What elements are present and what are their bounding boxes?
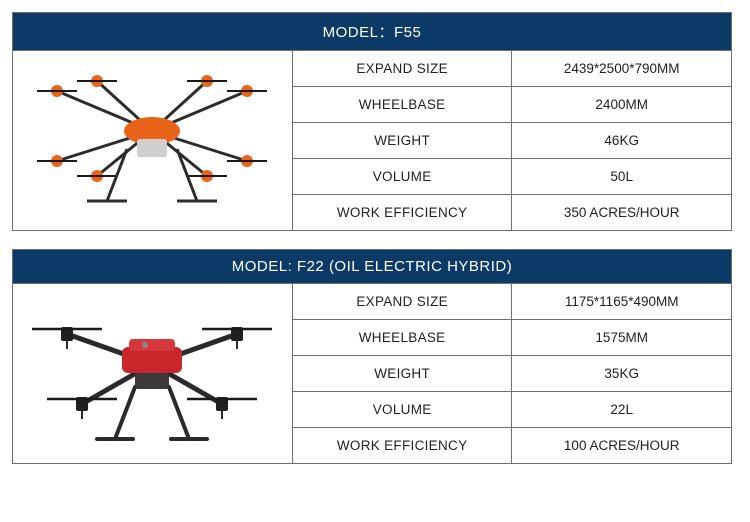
- spec-label: WEIGHT: [292, 123, 512, 159]
- model-header: MODEL：F55: [13, 13, 732, 51]
- spec-label: EXPAND SIZE: [292, 51, 512, 87]
- spec-label: WHEELBASE: [292, 320, 512, 356]
- spec-table-f22: MODEL: F22 (OIL ELECTRIC HYBRID): [12, 249, 732, 464]
- spec-value: 1575MM: [512, 320, 732, 356]
- spec-value: 350 ACRES/HOUR: [512, 195, 732, 231]
- spec-label: VOLUME: [292, 159, 512, 195]
- spec-value: 46KG: [512, 123, 732, 159]
- spec-value: 50L: [512, 159, 732, 195]
- spec-label: WHEELBASE: [292, 87, 512, 123]
- spec-label: WORK EFFICIENCY: [292, 428, 512, 464]
- spec-value: 2439*2500*790MM: [512, 51, 732, 87]
- table-row: EXPAND SIZE 2439*2500*790MM: [13, 51, 732, 87]
- spec-label: WORK EFFICIENCY: [292, 195, 512, 231]
- spec-table-f55: MODEL：F55: [12, 12, 732, 231]
- product-image-cell: [13, 51, 293, 231]
- drone-quad-red-icon: [27, 289, 277, 459]
- spec-value: 2400MM: [512, 87, 732, 123]
- spec-label: EXPAND SIZE: [292, 284, 512, 320]
- spec-value: 35KG: [512, 356, 732, 392]
- table-header-row: MODEL: F22 (OIL ELECTRIC HYBRID): [13, 250, 732, 284]
- table-row: EXPAND SIZE 1175*1165*490MM: [13, 284, 732, 320]
- spec-value: 1175*1165*490MM: [512, 284, 732, 320]
- table-header-row: MODEL：F55: [13, 13, 732, 51]
- drone-octo-orange-icon: [27, 61, 277, 221]
- spec-value: 100 ACRES/HOUR: [512, 428, 732, 464]
- spec-value: 22L: [512, 392, 732, 428]
- model-header: MODEL: F22 (OIL ELECTRIC HYBRID): [13, 250, 732, 284]
- product-image-cell: [13, 284, 293, 464]
- spec-label: VOLUME: [292, 392, 512, 428]
- spec-label: WEIGHT: [292, 356, 512, 392]
